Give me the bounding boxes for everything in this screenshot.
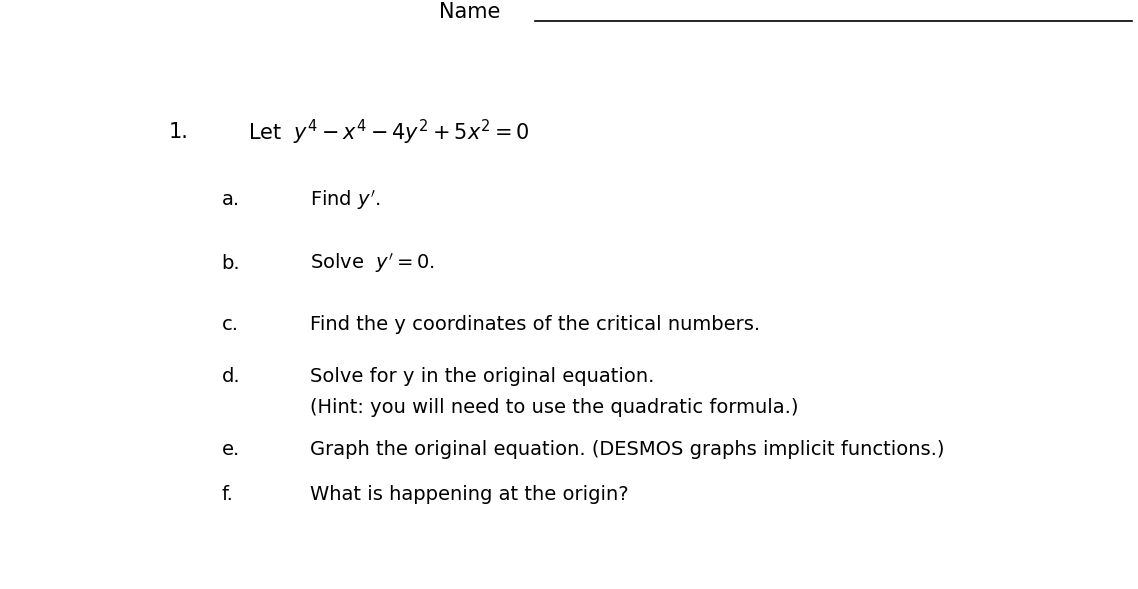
Text: Solve  $y' = 0$.: Solve $y' = 0$. bbox=[310, 252, 435, 276]
Text: Graph the original equation. (DESMOS graphs implicit functions.): Graph the original equation. (DESMOS gra… bbox=[310, 440, 945, 459]
Text: c.: c. bbox=[222, 315, 239, 334]
Text: b.: b. bbox=[222, 254, 240, 273]
Text: Name: Name bbox=[439, 2, 501, 22]
Text: f.: f. bbox=[222, 485, 233, 504]
Text: d.: d. bbox=[222, 368, 240, 386]
Text: (Hint: you will need to use the quadratic formula.): (Hint: you will need to use the quadrati… bbox=[310, 398, 799, 416]
Text: e.: e. bbox=[222, 440, 240, 459]
Text: a.: a. bbox=[222, 190, 240, 210]
Text: Let  $y^4 - x^4 - 4y^2 + 5x^2 = 0$: Let $y^4 - x^4 - 4y^2 + 5x^2 = 0$ bbox=[248, 117, 530, 147]
Text: Solve for y in the original equation.: Solve for y in the original equation. bbox=[310, 368, 654, 386]
Text: Find $y'$.: Find $y'$. bbox=[310, 188, 380, 212]
Text: What is happening at the origin?: What is happening at the origin? bbox=[310, 485, 628, 504]
Text: Find the y coordinates of the critical numbers.: Find the y coordinates of the critical n… bbox=[310, 315, 760, 334]
Text: 1.: 1. bbox=[168, 122, 189, 142]
